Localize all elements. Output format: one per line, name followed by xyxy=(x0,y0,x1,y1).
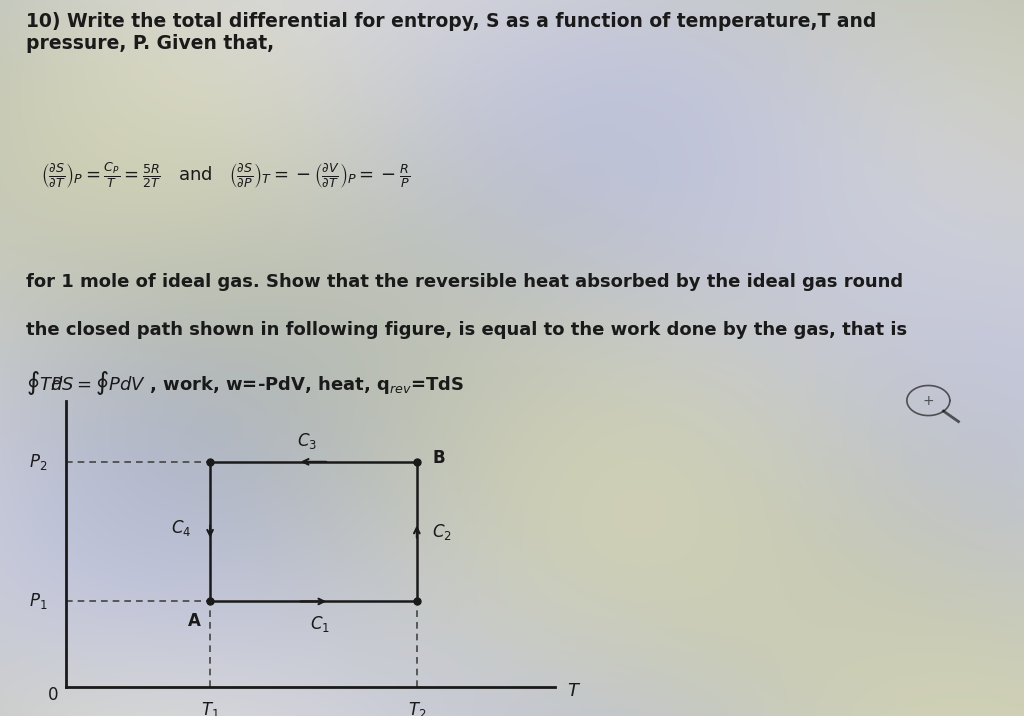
Text: B: B xyxy=(432,449,445,468)
Text: for 1 mole of ideal gas. Show that the reversible heat absorbed by the ideal gas: for 1 mole of ideal gas. Show that the r… xyxy=(26,273,903,291)
Text: $P$: $P$ xyxy=(50,376,63,394)
Text: $T_1$: $T_1$ xyxy=(201,700,219,716)
Text: 0: 0 xyxy=(48,686,58,705)
Text: $C_4$: $C_4$ xyxy=(171,518,191,538)
Text: $\left(\frac{\partial S}{\partial T}\right)_P = \frac{C_P}{T} = \frac{5R}{2T}$  : $\left(\frac{\partial S}{\partial T}\rig… xyxy=(41,160,411,190)
Text: $C_2$: $C_2$ xyxy=(432,522,453,541)
Text: $\oint TdS = \oint PdV$ , work, w=-PdV, heat, q$_{rev}$=TdS: $\oint TdS = \oint PdV$ , work, w=-PdV, … xyxy=(26,369,464,397)
Text: 10) Write the total differential for entropy, S as a function of temperature,T a: 10) Write the total differential for ent… xyxy=(26,12,876,53)
Text: $T$: $T$ xyxy=(567,682,582,700)
Text: A: A xyxy=(187,612,201,630)
Text: +: + xyxy=(923,394,934,407)
Text: $C_1$: $C_1$ xyxy=(309,614,330,634)
Text: the closed path shown in following figure, is equal to the work done by the gas,: the closed path shown in following figur… xyxy=(26,321,906,339)
Text: $T_2$: $T_2$ xyxy=(408,700,426,716)
Text: $C_3$: $C_3$ xyxy=(297,431,317,451)
Text: $P_1$: $P_1$ xyxy=(29,591,47,611)
Text: $P_2$: $P_2$ xyxy=(29,452,47,472)
